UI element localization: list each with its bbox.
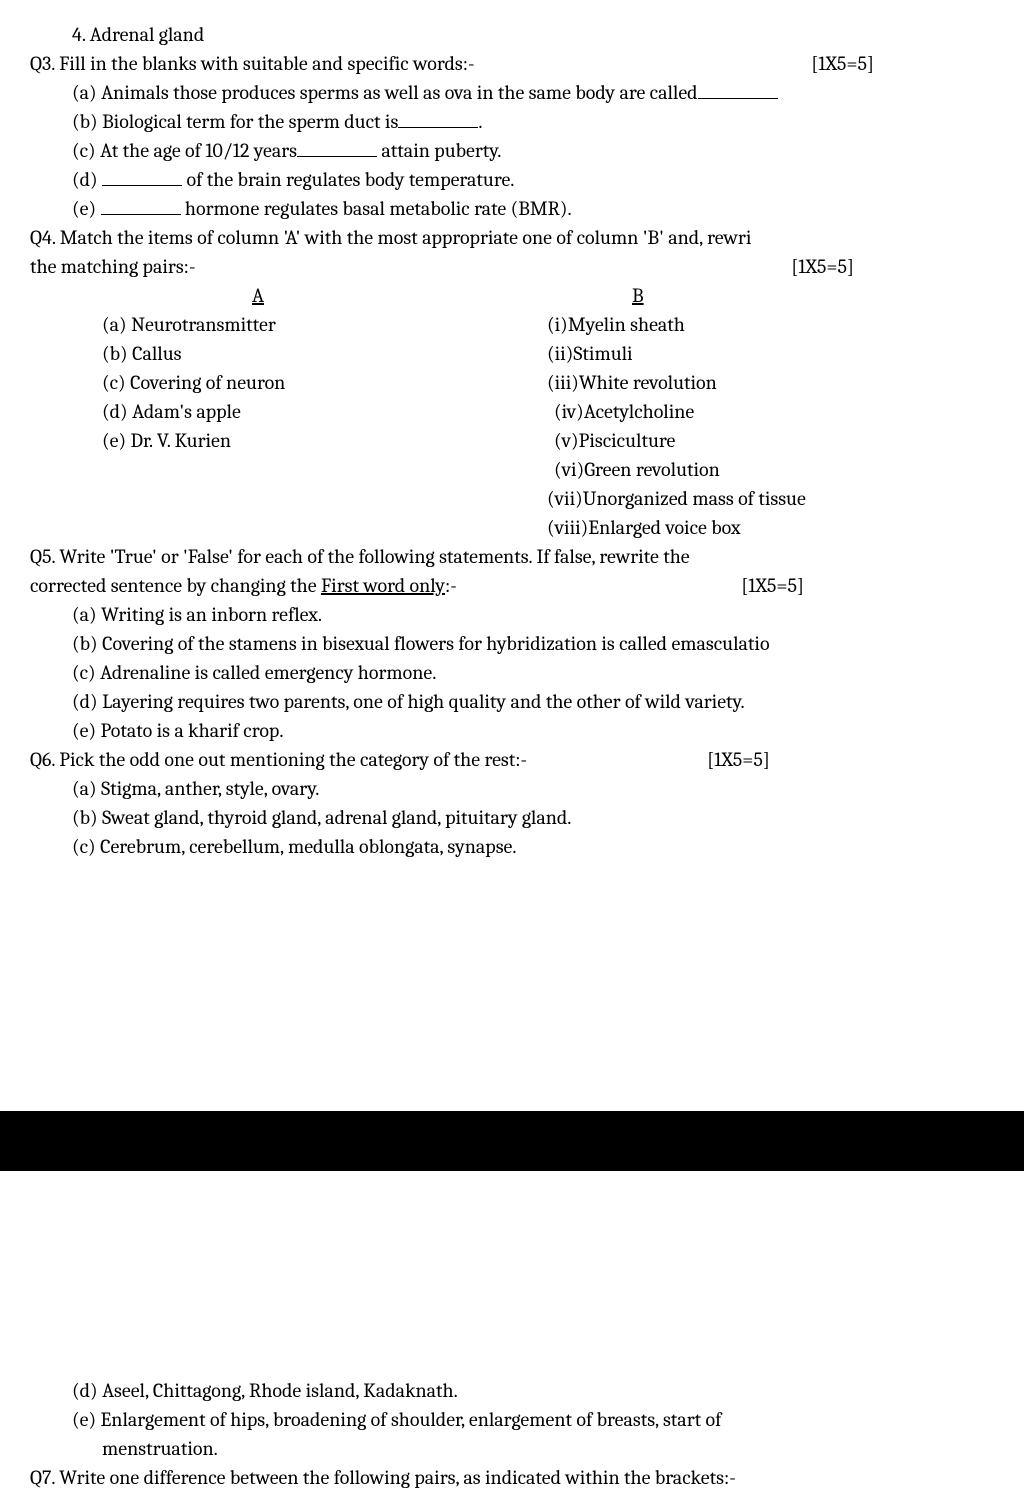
q3-item-d: (d) of the brain regulates body temperat…	[30, 165, 994, 194]
q3-b-pre: (b) Biological term for the sperm duct i…	[72, 110, 398, 133]
q4-b-vii: (vii)Unorganized mass of tissue	[547, 484, 994, 513]
q4-prompt2: the matching pairs:-	[30, 252, 196, 281]
q5-prompt2b: First word only	[321, 574, 445, 597]
q6-item-d: (d) Aseel, Chittagong, Rhode island, Kad…	[30, 1376, 994, 1405]
q3-item-e: (e) hormone regulates basal metabolic ra…	[30, 194, 994, 223]
q6-item-a: (a) Stigma, anther, style, ovary.	[30, 774, 994, 803]
q5-item-e: (e) Potato is a kharif crop.	[30, 716, 994, 745]
q4-row: (e) Dr. V. Kurien(v)Pisciculture	[30, 426, 994, 455]
q5-marks: [1X5=5]	[741, 571, 994, 600]
q4-b-i: (i)Myelin sheath	[547, 310, 994, 339]
col-a-header: A	[102, 284, 264, 307]
q5-item-a: (a) Writing is an inborn reflex.	[30, 600, 994, 629]
q3-e-post: hormone regulates basal metabolic rate (…	[181, 197, 572, 220]
blank	[698, 78, 778, 99]
q3-e-pre: (e)	[72, 197, 101, 220]
q3-header: Q3. Fill in the blanks with suitable and…	[30, 49, 994, 78]
q4-a-d: (d) Adam's apple	[30, 397, 547, 426]
q4-row: (b) Callus(ii)Stimuli	[30, 339, 994, 368]
q3-a-text: (a) Animals those produces sperms as wel…	[72, 81, 698, 104]
q5-item-b: (b) Covering of the stamens in bisexual …	[30, 629, 994, 658]
content-gap	[30, 861, 994, 1071]
q4-b-ii: (ii)Stimuli	[547, 339, 994, 368]
q5-item-d: (d) Layering requires two parents, one o…	[30, 687, 994, 716]
blank	[101, 194, 181, 215]
q5-prompt2a: corrected sentence by changing the	[30, 574, 321, 597]
q5-prompt2-wrap: corrected sentence by changing the First…	[30, 571, 457, 600]
q6-marks: [1X5=5]	[707, 745, 770, 774]
q6-item-e-cont: menstruation.	[30, 1434, 994, 1463]
q4-a-a: (a) Neurotransmitter	[30, 310, 547, 339]
q4-marks: [1X5=5]	[791, 252, 994, 281]
q4-row: (vi)Green revolution	[30, 455, 994, 484]
q6-item-e: (e) Enlargement of hips, broadening of s…	[30, 1405, 994, 1434]
blank	[297, 136, 377, 157]
q3-item-b: (b) Biological term for the sperm duct i…	[30, 107, 994, 136]
q4-b-viii: (viii)Enlarged voice box	[547, 513, 994, 542]
q3-d-post: of the brain regulates body temperature.	[182, 168, 514, 191]
q4-a-e: (e) Dr. V. Kurien	[30, 426, 547, 455]
q4-b-iv: (iv)Acetylcholine	[547, 397, 994, 426]
q4-row: (vii)Unorganized mass of tissue	[30, 484, 994, 513]
prev-option-4: 4. Adrenal gland	[30, 20, 994, 49]
content-gap-2	[30, 1211, 994, 1376]
q3-prompt: Q3. Fill in the blanks with suitable and…	[30, 49, 475, 78]
q4-row: (d) Adam's apple(iv)Acetylcholine	[30, 397, 994, 426]
q3-d-pre: (d)	[72, 168, 102, 191]
q3-item-a: (a) Animals those produces sperms as wel…	[30, 78, 994, 107]
q6-item-c: (c) Cerebrum, cerebellum, medulla oblong…	[30, 832, 994, 861]
q3-item-c: (c) At the age of 10/12 years attain pub…	[30, 136, 994, 165]
q4-row: (a) Neurotransmitter(i)Myelin sheath	[30, 310, 994, 339]
q4-row: (viii)Enlarged voice box	[30, 513, 994, 542]
q5-item-c: (c) Adrenaline is called emergency hormo…	[30, 658, 994, 687]
q6-prompt: Q6. Pick the odd one out mentioning the …	[30, 745, 527, 774]
q4-b-v: (v)Pisciculture	[547, 426, 994, 455]
q4-b-vi: (vi)Green revolution	[547, 455, 994, 484]
q5-prompt-line1: Q5. Write 'True' or 'False' for each of …	[30, 542, 994, 571]
q4-row: (c) Covering of neuron(iii)White revolut…	[30, 368, 994, 397]
q3-c-post: attain puberty.	[377, 139, 501, 162]
q4-a-c: (c) Covering of neuron	[30, 368, 547, 397]
q4-prompt-line2-row: the matching pairs:- [1X5=5]	[30, 252, 994, 281]
q4-b-iii: (iii)White revolution	[547, 368, 994, 397]
black-divider-bar	[0, 1111, 1024, 1171]
q6-header: Q6. Pick the odd one out mentioning the …	[30, 745, 994, 774]
blank	[102, 165, 182, 186]
q4-prompt-line1: Q4. Match the items of column 'A' with t…	[30, 223, 994, 252]
q3-b-post: .	[478, 110, 482, 133]
blank	[398, 107, 478, 128]
col-b-header: B	[547, 284, 644, 307]
q3-c-pre: (c) At the age of 10/12 years	[72, 139, 297, 162]
q4-a-b: (b) Callus	[30, 339, 547, 368]
q3-marks: [1X5=5]	[811, 49, 994, 78]
q5-prompt2c: :-	[445, 574, 457, 597]
q4-columns-header: A B	[30, 281, 994, 310]
q7-prompt: Q7. Write one difference between the fol…	[30, 1463, 994, 1492]
q6-item-b: (b) Sweat gland, thyroid gland, adrenal …	[30, 803, 994, 832]
q5-prompt-line2-row: corrected sentence by changing the First…	[30, 571, 994, 600]
